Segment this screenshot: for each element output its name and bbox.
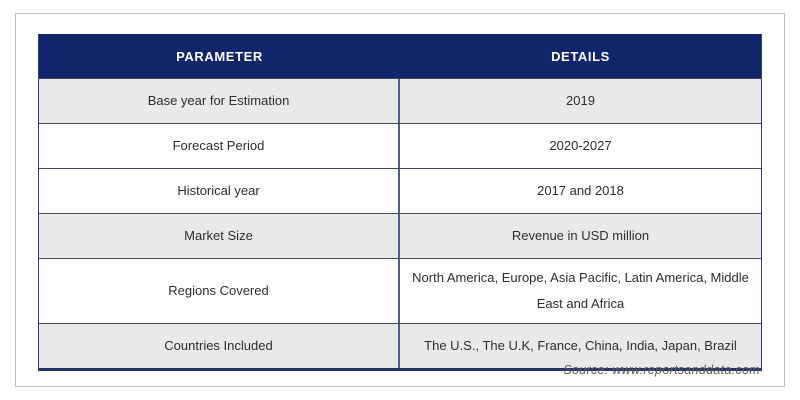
parameter-cell: Historical year xyxy=(39,169,400,213)
details-cell: 2020-2027 xyxy=(549,138,612,153)
parameter-cell: Countries Included xyxy=(39,324,400,368)
table-header-row: PARAMETER DETAILS xyxy=(39,34,761,78)
details-cell: North America, Europe, Asia Pacific, Lat… xyxy=(412,270,749,311)
table-row: Historical year 2017 and 2018 xyxy=(39,168,761,213)
details-cell: Revenue in USD million xyxy=(511,228,650,243)
table-row: Regions Covered North America, Europe, A… xyxy=(39,258,761,323)
details-cell: The U.S., The U.K, France, China, India,… xyxy=(424,338,737,353)
parameter-cell: Regions Covered xyxy=(39,259,400,323)
table-row: Countries Included The U.S., The U.K, Fr… xyxy=(39,323,761,368)
content-card: PARAMETER DETAILS Base year for Estimati… xyxy=(15,13,785,387)
details-cell: 2017 and 2018 xyxy=(537,183,624,198)
parameter-cell: Base year for Estimation xyxy=(39,79,400,123)
table-row: Base year for Estimation 2019 xyxy=(39,78,761,123)
details-cell: 2019 xyxy=(566,93,595,108)
parameter-cell: Market Size xyxy=(39,214,400,258)
report-scope-table: PARAMETER DETAILS Base year for Estimati… xyxy=(38,34,762,371)
table-row: Market Size Revenue in USD million xyxy=(39,213,761,258)
parameter-cell: Forecast Period xyxy=(39,124,400,168)
column-header-details: DETAILS xyxy=(551,48,610,64)
column-header-parameter: PARAMETER xyxy=(176,48,263,64)
table-row: Forecast Period 2020-2027 xyxy=(39,123,761,168)
source-attribution: Source: www.reportsanddata.com xyxy=(563,363,760,377)
